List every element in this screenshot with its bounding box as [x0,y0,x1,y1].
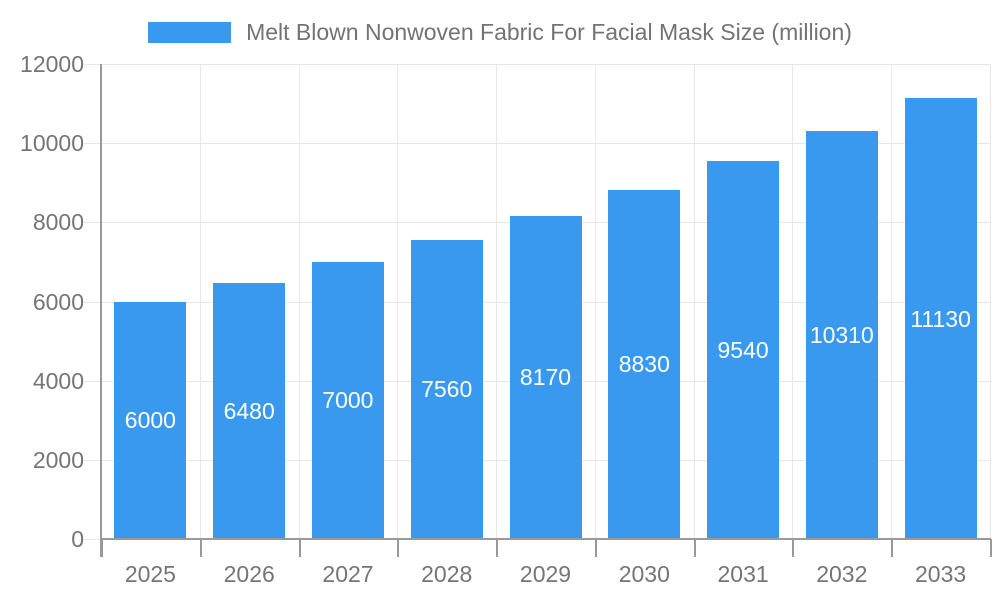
bar-2031[interactable]: 9540 [707,161,780,539]
bar-value-label: 7560 [421,376,473,403]
y-gridline [101,143,990,145]
x-axis-tick [792,539,795,557]
y-axis-tick [84,459,101,461]
x-axis-tick [990,539,992,557]
y-axis-tick [84,143,101,145]
x-axis-tick-label: 2027 [322,561,374,587]
x-gridline [397,64,399,539]
y-axis-tick [84,64,101,65]
x-axis-tick [693,539,696,557]
x-gridline [298,64,300,539]
legend[interactable]: Melt Blown Nonwoven Fabric For Facial Ma… [0,14,1000,50]
bar-value-label: 6000 [124,407,176,434]
y-axis-tick [84,301,101,303]
x-gridline [594,64,596,539]
x-gridline [891,64,893,539]
x-axis-tick-label: 2029 [519,561,572,587]
bar-2032[interactable]: 10310 [805,130,878,539]
x-gridline [693,64,695,539]
bar-value-label: 6480 [223,397,275,424]
x-axis-tick-label: 2028 [421,561,473,587]
x-gridline [990,64,991,539]
bar-value-label: 8170 [519,364,572,391]
x-axis-tick-label: 2031 [717,561,769,587]
legend-swatch [148,21,232,43]
y-axis-tick-label: 6000 [32,288,84,315]
x-axis-tick [298,539,301,557]
y-axis-tick-label: 0 [71,526,84,552]
x-axis-tick-label: 2026 [223,561,275,587]
bar-2028[interactable]: 7560 [410,239,483,540]
y-gridline [101,64,990,65]
x-axis-tick-label: 2025 [124,561,176,587]
y-axis-line [100,64,102,557]
legend-label: Melt Blown Nonwoven Fabric For Facial Ma… [246,19,852,45]
bar-2030[interactable]: 8830 [608,189,681,539]
x-axis-tick-label: 2033 [915,561,967,587]
bar-value-label: 10310 [809,321,874,348]
x-gridline [199,64,201,539]
y-axis-tick-label: 10000 [20,130,84,157]
x-axis-tick [199,539,202,557]
y-axis-tick-label: 12000 [20,51,84,77]
bar-value-label: 9540 [717,337,769,364]
y-axis-tick [84,380,101,382]
x-axis-tick [496,539,499,557]
x-axis-tick [891,539,894,557]
x-axis-tick-label: 2030 [618,561,670,587]
y-axis-tick-label: 8000 [32,209,84,236]
x-axis-line [100,538,991,540]
bar-value-label: 11130 [910,305,971,332]
bar-2026[interactable]: 6480 [213,282,286,539]
y-axis-tick [84,222,101,224]
x-axis-tick [594,539,597,557]
x-axis-tick [397,539,400,557]
x-axis-tick [101,539,103,557]
y-axis-tick-label: 4000 [32,367,84,394]
x-axis-tick-label: 2032 [816,561,868,587]
bar-value-label: 8830 [618,351,670,378]
y-axis-tick-label: 2000 [32,446,84,473]
bar-2029[interactable]: 8170 [509,215,582,539]
bar-2025[interactable]: 6000 [114,301,187,539]
x-gridline [496,64,498,539]
bar-2033[interactable]: 11130 [904,98,977,539]
x-gridline [792,64,794,539]
y-axis-tick [84,539,101,540]
bar-value-label: 7000 [322,387,374,414]
bar-2027[interactable]: 7000 [311,261,384,539]
